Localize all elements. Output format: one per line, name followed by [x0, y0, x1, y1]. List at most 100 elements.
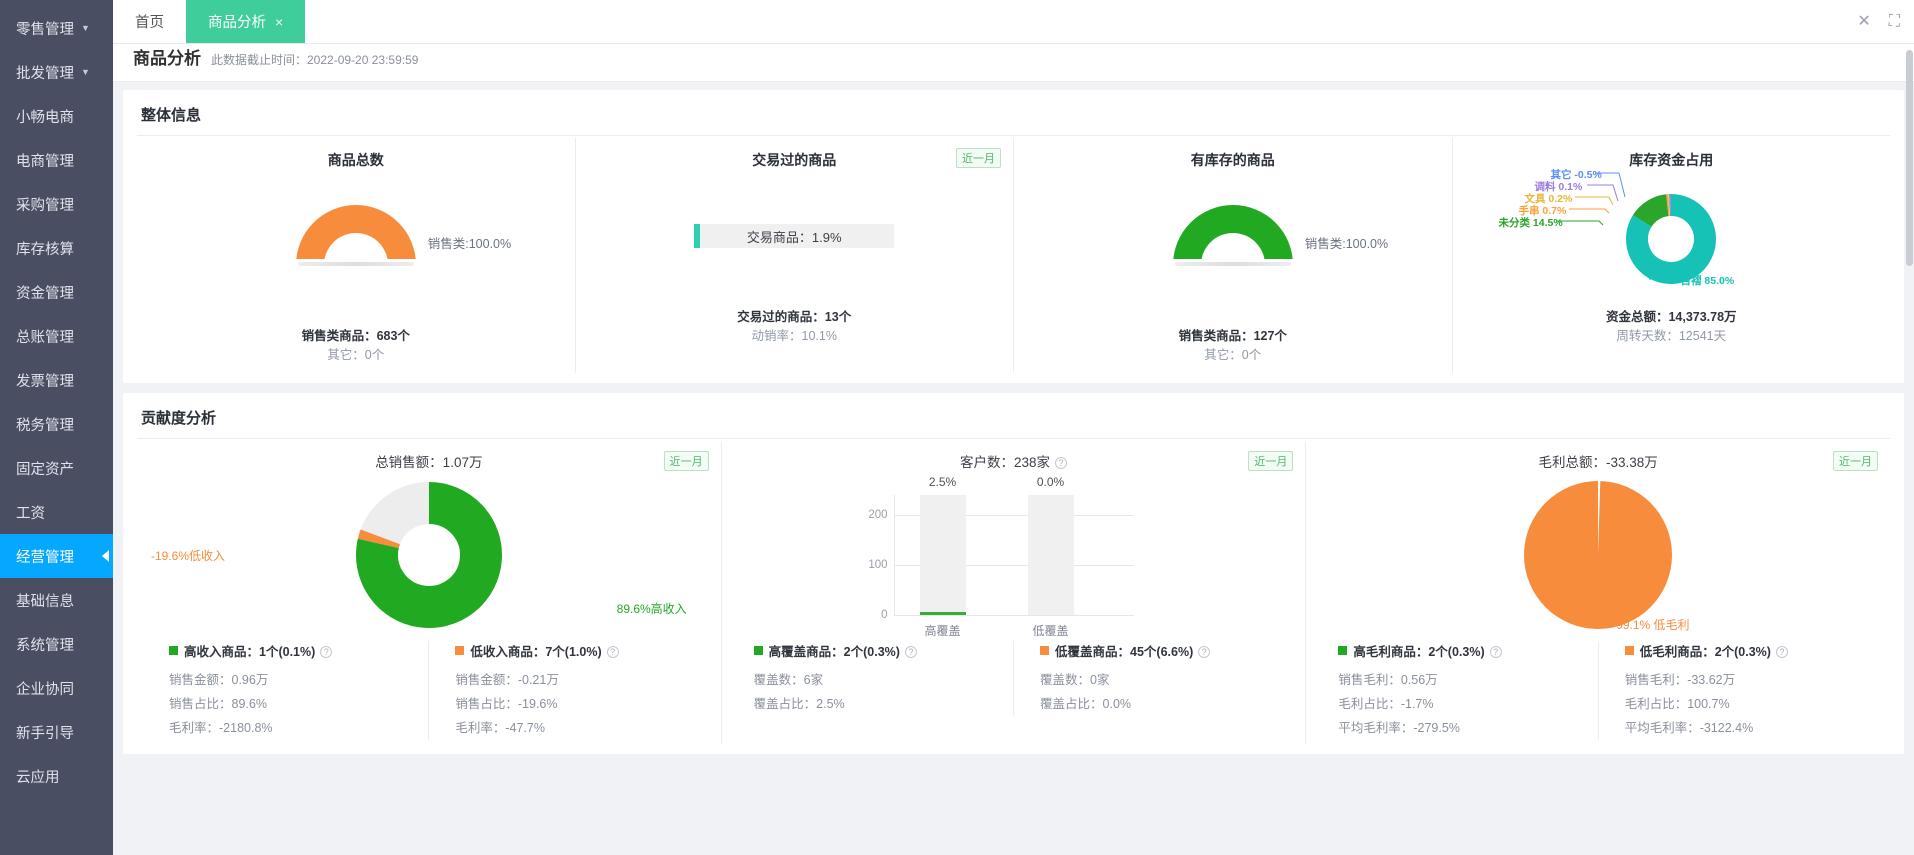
- y-tick-200: 200: [868, 509, 888, 521]
- bar-column-0[interactable]: 2.5% 高覆盖: [919, 475, 966, 638]
- content-scroll-area[interactable]: 整体信息 商品总数销售类:100.0%商品总数：683个销售类商品：683个其它…: [113, 82, 1914, 855]
- gauge-baseline: [1174, 262, 1291, 266]
- contribution-heading-text: 毛利总额：-33.38万: [1538, 455, 1658, 470]
- sidebar-item-1[interactable]: 批发管理 ▼: [0, 50, 113, 94]
- sidebar-item-label: 基础信息: [16, 593, 74, 610]
- legend-column-0: 高覆盖商品：2个(0.3%)? 覆盖数：6家 覆盖占比：2.5%: [728, 641, 1013, 716]
- period-badge: 近一月: [663, 451, 709, 471]
- overview-card-stats: 资金总额：14,373.78万 周转天数：12541天: [1463, 308, 1881, 346]
- help-icon[interactable]: ?: [904, 646, 917, 658]
- overview-card-visual: 交易商品：1.9%: [586, 176, 1004, 296]
- sidebar-item-10[interactable]: 固定资产: [0, 446, 113, 490]
- sidebar-item-13[interactable]: 基础信息: [0, 578, 113, 622]
- sidebar-item-4[interactable]: 采购管理: [0, 182, 113, 226]
- sidebar-item-2[interactable]: 小畅电商: [0, 94, 113, 138]
- legend-color-swatch: [1338, 646, 1348, 655]
- sidebar-item-3[interactable]: 电商管理: [0, 138, 113, 182]
- sidebar-item-11[interactable]: 工资: [0, 490, 113, 534]
- close-icon[interactable]: ✕: [1857, 12, 1871, 30]
- sidebar-item-label: 企业协同: [16, 681, 74, 698]
- scrollbar-thumb[interactable]: [1906, 50, 1913, 266]
- legend-head: 高收入商品：1个(0.1%)?: [169, 641, 428, 660]
- help-icon[interactable]: ?: [1489, 646, 1502, 658]
- sidebar-item-9[interactable]: 税务管理: [0, 402, 113, 446]
- sales-donut-svg: [355, 482, 502, 628]
- legend-color-swatch: [1040, 646, 1050, 655]
- gauge-chart: 销售类:100.0%: [1172, 205, 1388, 325]
- sidebar-item-15[interactable]: 企业协同: [0, 666, 113, 710]
- sidebar-item-0[interactable]: 零售管理 ▼: [0, 6, 113, 50]
- legend-head-text: 低收入商品：7个(1.0%): [470, 645, 602, 659]
- period-badge: 近一月: [956, 148, 1001, 168]
- sidebar-item-label: 库存核算: [16, 241, 74, 258]
- page-header: 商品分析 此数据截止时间：2022-09-20 23:59:59: [113, 44, 1914, 82]
- fullscreen-icon[interactable]: ⛶: [1888, 12, 1900, 30]
- help-icon[interactable]: ?: [1775, 646, 1788, 658]
- help-icon[interactable]: ?: [320, 646, 333, 658]
- overview-panel: 整体信息 商品总数销售类:100.0%商品总数：683个销售类商品：683个其它…: [123, 90, 1904, 383]
- overview-card-visual: 销售类:100.0%: [147, 176, 565, 325]
- overview-card-stats: 交易过的商品：13个 动销率：10.1%: [586, 308, 1004, 346]
- sidebar-item-12[interactable]: 经营管理: [0, 534, 113, 578]
- progress-label: 交易商品：1.9%: [746, 229, 842, 245]
- overview-card-title: 商品总数: [327, 152, 384, 168]
- y-tick-0: 0: [881, 609, 888, 621]
- contribution-heading: 总销售额：1.07万: [143, 451, 715, 471]
- sidebar-item-7[interactable]: 总账管理: [0, 314, 113, 358]
- legend-head: 低覆盖商品：45个(6.6%)?: [1040, 641, 1299, 660]
- sidebar-item-label: 税务管理: [16, 417, 74, 434]
- legend-head: 高毛利商品：2个(0.3%)?: [1338, 641, 1597, 660]
- tab-close-icon[interactable]: ×: [275, 13, 284, 30]
- pie-label-low-profit: 99.1% 低毛利: [1616, 618, 1690, 632]
- legend-head-text: 高覆盖商品：2个(0.3%): [768, 645, 900, 659]
- help-icon[interactable]: ?: [606, 646, 619, 658]
- sidebar-item-label: 经营管理: [16, 549, 74, 566]
- legend-line: 平均毛利率：-279.5%: [1338, 721, 1460, 735]
- contribution-group-row: 总销售额：1.07万 近一月 -19.6%低收入 89.6%高收入 高收入商品：1个(0…: [137, 441, 1890, 744]
- sidebar-item-6[interactable]: 资金管理: [0, 270, 113, 314]
- sidebar-item-17[interactable]: 云应用: [0, 754, 113, 798]
- active-pointer-icon: [102, 550, 109, 562]
- sidebar-item-14[interactable]: 系统管理: [0, 622, 113, 666]
- legend-head: 高覆盖商品：2个(0.3%)?: [753, 641, 1013, 660]
- stat-line: 销售类商品：127个: [1178, 329, 1287, 343]
- stat-line: 交易过的商品：13个: [737, 310, 852, 324]
- legend-head-text: 低覆盖商品：45个(6.6%): [1055, 645, 1194, 659]
- bar-column-1[interactable]: 0.0% 低覆盖: [1027, 475, 1074, 638]
- contribution-section-title: 贡献度分析: [137, 393, 1890, 439]
- progress-fill: [694, 224, 701, 248]
- sidebar-item-label: 工资: [16, 505, 45, 522]
- sidebar-item-label: 电商管理: [16, 153, 74, 170]
- overview-card-visual: 销售类:100.0%: [1024, 176, 1442, 325]
- help-icon[interactable]: ?: [1198, 646, 1211, 658]
- legend-line: 覆盖数：0家: [1040, 673, 1110, 687]
- sidebar: 零售管理 ▼ 批发管理 ▼ 小畅电商电商管理采购管理库存核算资金管理 总账管理 发票管理税务…: [0, 0, 113, 855]
- overview-card-title: 库存资金占用: [1629, 152, 1714, 168]
- sidebar-item-5[interactable]: 库存核算: [0, 226, 113, 270]
- contribution-group-2: 毛利总额：-33.38万 近一月 99.1% 低毛利 高毛利商品：2个(0.3%)? 销…: [1305, 441, 1890, 744]
- stat-line: 销售类商品：683个: [301, 329, 410, 343]
- tab-1[interactable]: 商品分析 ×: [186, 0, 306, 43]
- bar-value-label-1: 0.0%: [1036, 475, 1065, 489]
- legend-head: 低毛利商品：2个(0.3%)?: [1624, 641, 1884, 660]
- vertical-scrollbar[interactable]: [1905, 44, 1914, 855]
- inventory-funds-donut: 其它 -0.5% 调料 0.1% 文具 0.2% 手串 0.7% 未分类 14.5% 百褶…: [1463, 169, 1881, 301]
- donut-callout-4: 未分类 14.5%: [1498, 217, 1563, 229]
- sidebar-item-label: 批发管理: [16, 65, 74, 82]
- contribution-visual: 200 100 0 2.5% 高覆盖 0.0% 低覆盖: [728, 475, 1300, 638]
- overview-card-visual: 其它 -0.5% 调料 0.1% 文具 0.2% 手串 0.7% 未分类 14.5% 百褶…: [1463, 169, 1881, 296]
- donut-label-high: 89.6%高收入: [616, 602, 687, 616]
- stat-line: 其它：0个: [1204, 348, 1262, 362]
- legend-column-1: 低覆盖商品：45个(6.6%)? 覆盖数：0家 覆盖占比：0.0%: [1013, 641, 1299, 716]
- gauge-chart: 销售类:100.0%: [295, 205, 511, 325]
- contribution-heading: 毛利总额：-33.38万: [1312, 451, 1884, 471]
- sidebar-item-16[interactable]: 新手引导: [0, 710, 113, 754]
- sidebar-item-8[interactable]: 发票管理: [0, 358, 113, 402]
- tab-bar: 首页 商品分析 × ✕ ⛶: [113, 0, 1914, 44]
- help-icon[interactable]: ?: [1055, 457, 1068, 469]
- progress-wrap: 交易商品：1.9%: [694, 224, 895, 248]
- tab-0[interactable]: 首页: [113, 0, 186, 43]
- bar-category-label-0: 高覆盖: [924, 624, 961, 638]
- contribution-visual: 99.1% 低毛利: [1312, 475, 1884, 635]
- sidebar-item-label: 系统管理: [16, 637, 74, 654]
